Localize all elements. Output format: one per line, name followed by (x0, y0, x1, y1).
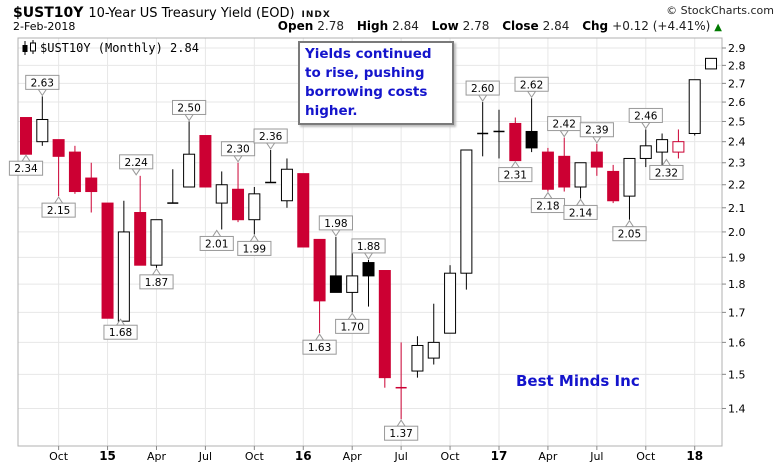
low-label: Low (431, 19, 459, 33)
svg-text:2.42: 2.42 (553, 119, 576, 131)
svg-text:17: 17 (491, 449, 508, 463)
svg-text:2.46: 2.46 (634, 110, 658, 122)
svg-text:2.6: 2.6 (728, 96, 746, 109)
svg-text:2.0: 2.0 (728, 226, 746, 239)
svg-text:2.1: 2.1 (728, 202, 746, 215)
svg-text:18: 18 (686, 449, 703, 463)
svg-text:1.63: 1.63 (308, 342, 331, 354)
chart-legend: $UST10Y (Monthly) 2.84 (40, 41, 199, 55)
chg-label: Chg (582, 19, 609, 33)
svg-text:Oct: Oct (49, 450, 69, 463)
open-label: Open (277, 19, 314, 33)
high-value: 2.84 (392, 19, 419, 33)
svg-text:1.99: 1.99 (243, 243, 266, 255)
svg-text:2.63: 2.63 (31, 77, 54, 89)
high-label: High (356, 19, 389, 33)
low-value: 2.78 (462, 19, 490, 33)
svg-text:1.88: 1.88 (357, 241, 380, 253)
svg-text:Jul: Jul (393, 450, 407, 463)
legend-candlestick-icon (30, 42, 36, 52)
stockcharts-copyright: © StockCharts.com (666, 4, 774, 17)
chart-title-line: $UST10Y 10-Year US Treasury Yield (EOD) IN… (13, 2, 331, 21)
svg-text:2.60: 2.60 (471, 83, 494, 95)
quote-date: 2-Feb-2018 (13, 20, 76, 33)
svg-text:2.32: 2.32 (655, 167, 678, 179)
svg-text:2.39: 2.39 (585, 125, 608, 137)
svg-text:Oct: Oct (441, 450, 461, 463)
svg-text:1.68: 1.68 (109, 327, 132, 339)
annotation-line: Yields continued (305, 46, 432, 62)
svg-text:2.5: 2.5 (728, 115, 746, 128)
svg-text:2.14: 2.14 (569, 207, 593, 219)
svg-text:2.18: 2.18 (536, 201, 559, 213)
svg-text:2.8: 2.8 (728, 59, 746, 72)
svg-text:2.4: 2.4 (728, 136, 746, 149)
svg-text:1.6: 1.6 (728, 336, 746, 349)
svg-text:2.31: 2.31 (504, 170, 527, 182)
svg-text:1.9: 1.9 (728, 251, 746, 264)
svg-text:1.5: 1.5 (728, 368, 746, 381)
annotation-box: Yields continued to rise, pushing borrow… (298, 41, 454, 125)
exchange-tag: INDX (301, 10, 331, 20)
open-value: 2.78 (317, 19, 344, 33)
svg-text:1.8: 1.8 (728, 278, 746, 291)
svg-text:2.24: 2.24 (124, 157, 148, 169)
symbol: $UST10Y (13, 5, 84, 21)
annotation-line: to rise, pushing (305, 65, 425, 81)
chg-value: +0.12 (+4.41%) (612, 19, 711, 33)
svg-text:2.05: 2.05 (618, 229, 641, 241)
svg-text:2.15: 2.15 (47, 205, 70, 217)
svg-text:1.4: 1.4 (728, 402, 746, 415)
svg-text:2.7: 2.7 (728, 77, 746, 90)
svg-text:1.70: 1.70 (341, 321, 364, 333)
svg-text:1.7: 1.7 (728, 306, 746, 319)
svg-text:Apr: Apr (343, 450, 363, 463)
ohlc-readout: Open 2.78 High 2.84 Low 2.78 Close 2.84 Chg +… (278, 19, 722, 33)
svg-text:2.62: 2.62 (520, 79, 543, 91)
svg-text:1.37: 1.37 (389, 428, 412, 440)
svg-text:15: 15 (99, 449, 116, 463)
svg-text:2.3: 2.3 (728, 157, 746, 170)
close-label: Close (502, 19, 539, 33)
svg-text:2.36: 2.36 (259, 131, 283, 143)
svg-text:2.30: 2.30 (226, 144, 249, 156)
svg-text:1.98: 1.98 (324, 218, 347, 230)
svg-text:1.87: 1.87 (145, 277, 168, 289)
svg-text:Oct: Oct (245, 450, 265, 463)
change-up-triangle-icon: ▲ (714, 22, 722, 33)
svg-text:Apr: Apr (538, 450, 558, 463)
annotation-line: borrowing costs (305, 84, 428, 100)
watermark-text: Best Minds Inc (516, 372, 640, 390)
svg-text:Jul: Jul (589, 450, 603, 463)
svg-text:2.34: 2.34 (14, 163, 38, 175)
svg-text:2.01: 2.01 (205, 238, 228, 250)
svg-text:2.9: 2.9 (728, 42, 746, 55)
svg-text:Jul: Jul (198, 450, 212, 463)
symbol-description: 10-Year US Treasury Yield (EOD) (88, 6, 295, 21)
svg-text:Oct: Oct (636, 450, 656, 463)
svg-text:2.50: 2.50 (177, 102, 200, 114)
svg-text:2.2: 2.2 (728, 179, 746, 192)
close-value: 2.84 (542, 19, 570, 33)
svg-text:16: 16 (295, 449, 312, 463)
svg-text:Apr: Apr (147, 450, 167, 463)
annotation-line: higher. (305, 103, 358, 119)
